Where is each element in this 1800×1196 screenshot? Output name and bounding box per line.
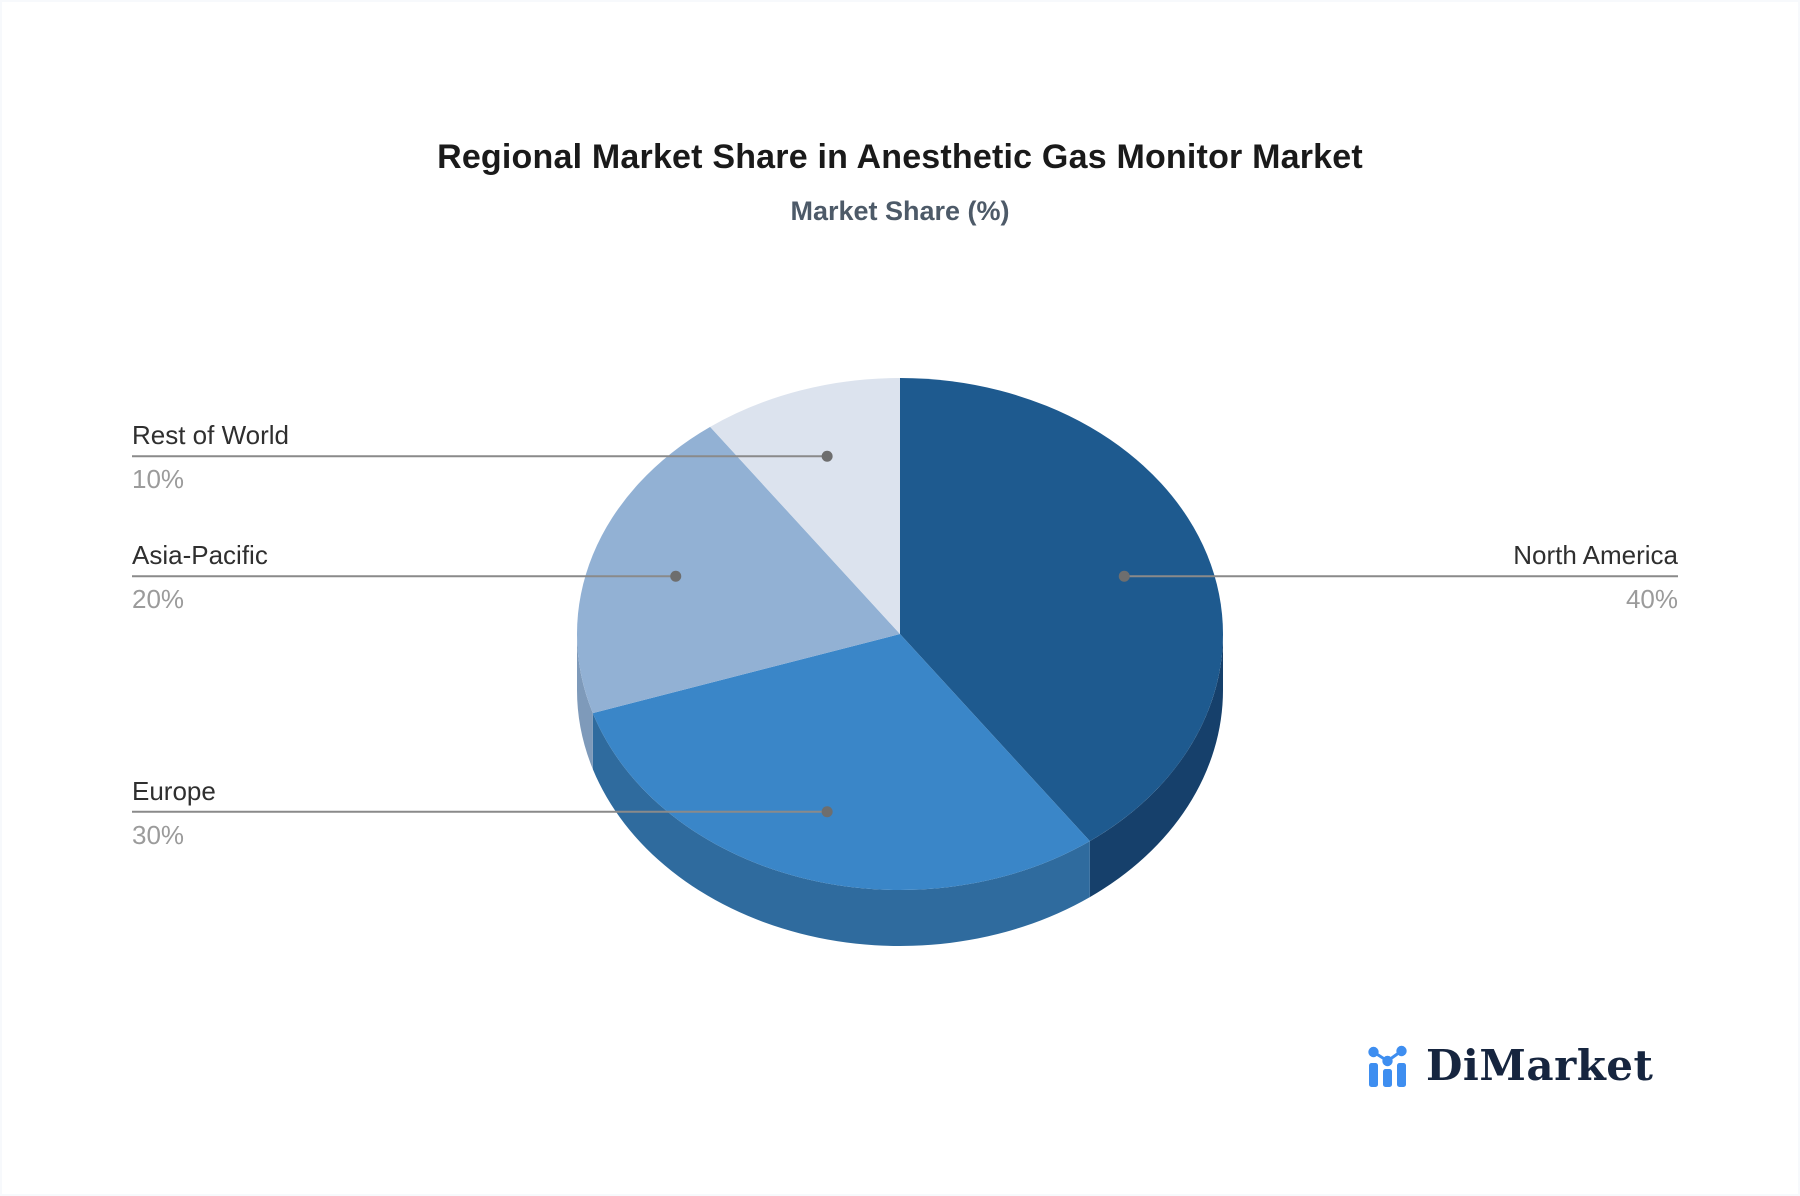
brand-name: DiMarket <box>1426 1041 1654 1090</box>
slice-value: 20% <box>132 584 185 615</box>
callout-north-america: North America 40% <box>1118 540 1678 614</box>
slice-value: 10% <box>132 464 185 495</box>
slice-value: 40% <box>1625 584 1678 615</box>
slice-label: Asia-Pacific <box>132 540 268 571</box>
callout-asia-pacific: Asia-Pacific 20% <box>132 540 692 614</box>
slice-label: Europe <box>132 775 216 806</box>
slice-label: North America <box>1513 540 1678 571</box>
callout-europe: Europe 30% <box>132 776 692 850</box>
chart-subtitle: Market Share (%) <box>790 196 1010 226</box>
dimarket-logo: DiMarket <box>1367 1042 1653 1090</box>
callout-rest-of-world: Rest of World 10% <box>132 420 692 494</box>
chart-title: Regional Market Share in Anesthetic Gas … <box>437 138 1363 176</box>
slice-label: Rest of World <box>132 420 290 451</box>
slice-value: 30% <box>132 819 185 850</box>
bar-chart-trend-icon <box>1368 1045 1407 1087</box>
